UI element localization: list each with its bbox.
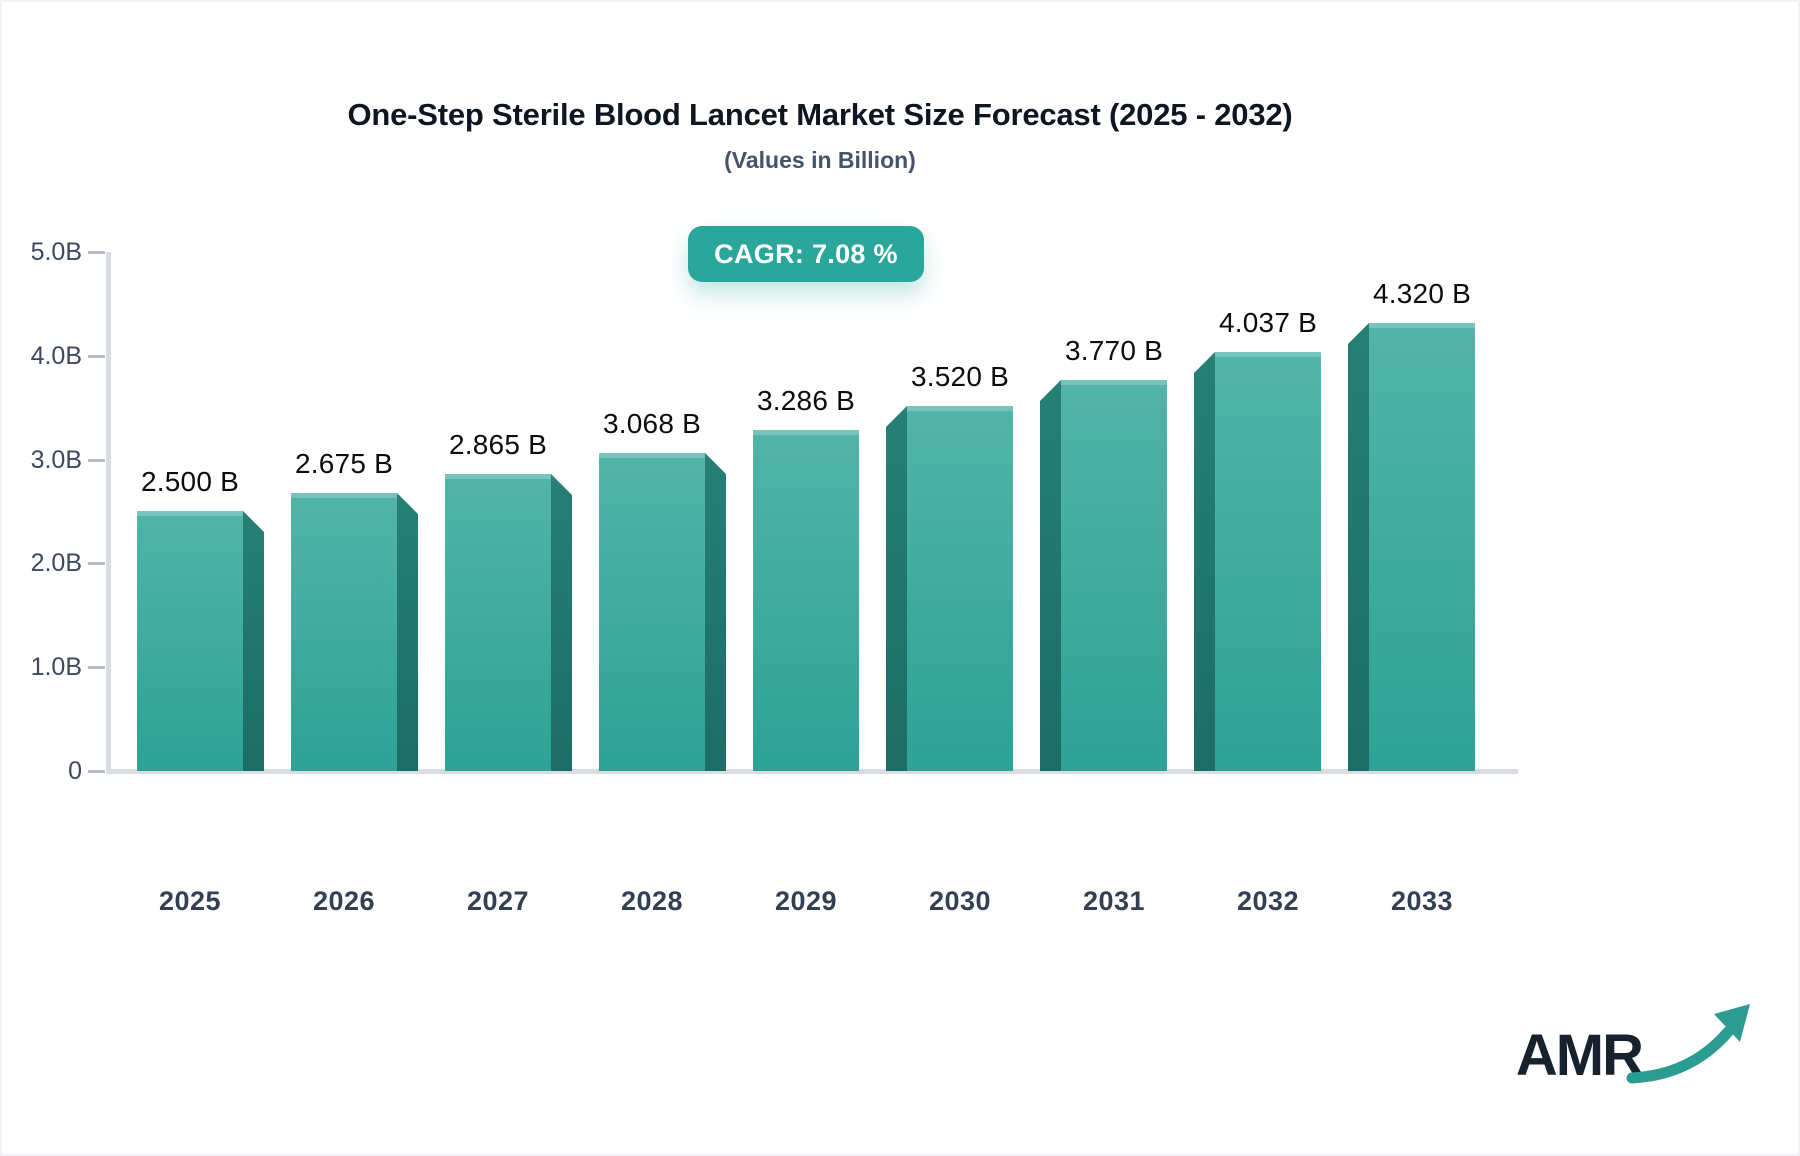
bar (445, 474, 551, 771)
bar-value-label: 3.520 B (911, 361, 1009, 392)
cagr-badge-label: CAGR: 7.08 % (714, 238, 898, 269)
y-axis-tick (88, 770, 105, 773)
y-axis-label: 0 (68, 757, 82, 785)
x-axis-label: 2030 (928, 886, 992, 916)
bar-3d-side (1348, 323, 1369, 771)
bar-3d-side (886, 406, 907, 771)
x-axis-label: 2027 (466, 886, 530, 916)
x-axis-line (106, 769, 1518, 774)
x-axis-label: 2033 (1390, 886, 1454, 916)
bar-value-label: 3.286 B (757, 385, 855, 416)
bar-value-label: 4.320 B (1373, 278, 1471, 309)
trend-up-arrow-icon (1626, 1000, 1754, 1091)
amr-logo-text: AMR (1515, 1023, 1644, 1088)
y-axis-label: 5.0B (30, 238, 82, 266)
x-axis-label: 2026 (312, 886, 376, 916)
bar-3d-side (705, 453, 726, 771)
bar (1215, 352, 1321, 771)
bar-3d-side (1194, 352, 1215, 771)
x-axis-label: 2031 (1082, 886, 1146, 916)
bar-value-label: 3.770 B (1065, 335, 1163, 366)
y-axis-label: 4.0B (30, 341, 82, 370)
chart-title: One-Step Sterile Blood Lancet Market Siz… (347, 97, 1293, 132)
cagr-badge: CAGR: 7.08 % (688, 226, 924, 282)
bar (291, 493, 397, 771)
bar (907, 406, 1013, 771)
bar (1369, 323, 1475, 771)
x-axis-label: 2029 (774, 886, 838, 916)
bar-3d-side (551, 474, 572, 771)
chart-subtitle: (Values in Billion) (724, 147, 916, 173)
amr-logo: AMR (1516, 1000, 1754, 1085)
x-axis-label: 2028 (620, 886, 684, 916)
y-axis-label: 1.0B (30, 653, 82, 682)
x-axis-label: 2032 (1236, 886, 1300, 916)
y-axis-label: 3.0B (30, 445, 82, 474)
y-axis-label: 2.0B (30, 549, 82, 578)
bar-value-label: 2.865 B (449, 429, 547, 460)
bar (137, 511, 243, 771)
x-axis-label: 2025 (158, 886, 222, 916)
y-axis-tick (88, 458, 105, 462)
bar (753, 430, 859, 771)
y-axis-tick (88, 354, 105, 358)
bar (1061, 380, 1167, 771)
bar-3d-side (243, 511, 264, 771)
bar-value-label: 4.037 B (1219, 307, 1317, 338)
bar-value-label: 2.675 B (295, 448, 393, 479)
bar-value-label: 3.068 B (603, 408, 701, 439)
y-axis-tick (88, 666, 105, 670)
y-axis-tick (88, 562, 105, 566)
bar (599, 453, 705, 771)
bar-3d-side (1040, 380, 1061, 771)
y-axis-line (106, 252, 111, 772)
y-axis-tick (88, 251, 105, 254)
bar-3d-side (397, 493, 418, 771)
bar-value-label: 2.500 B (141, 466, 239, 497)
